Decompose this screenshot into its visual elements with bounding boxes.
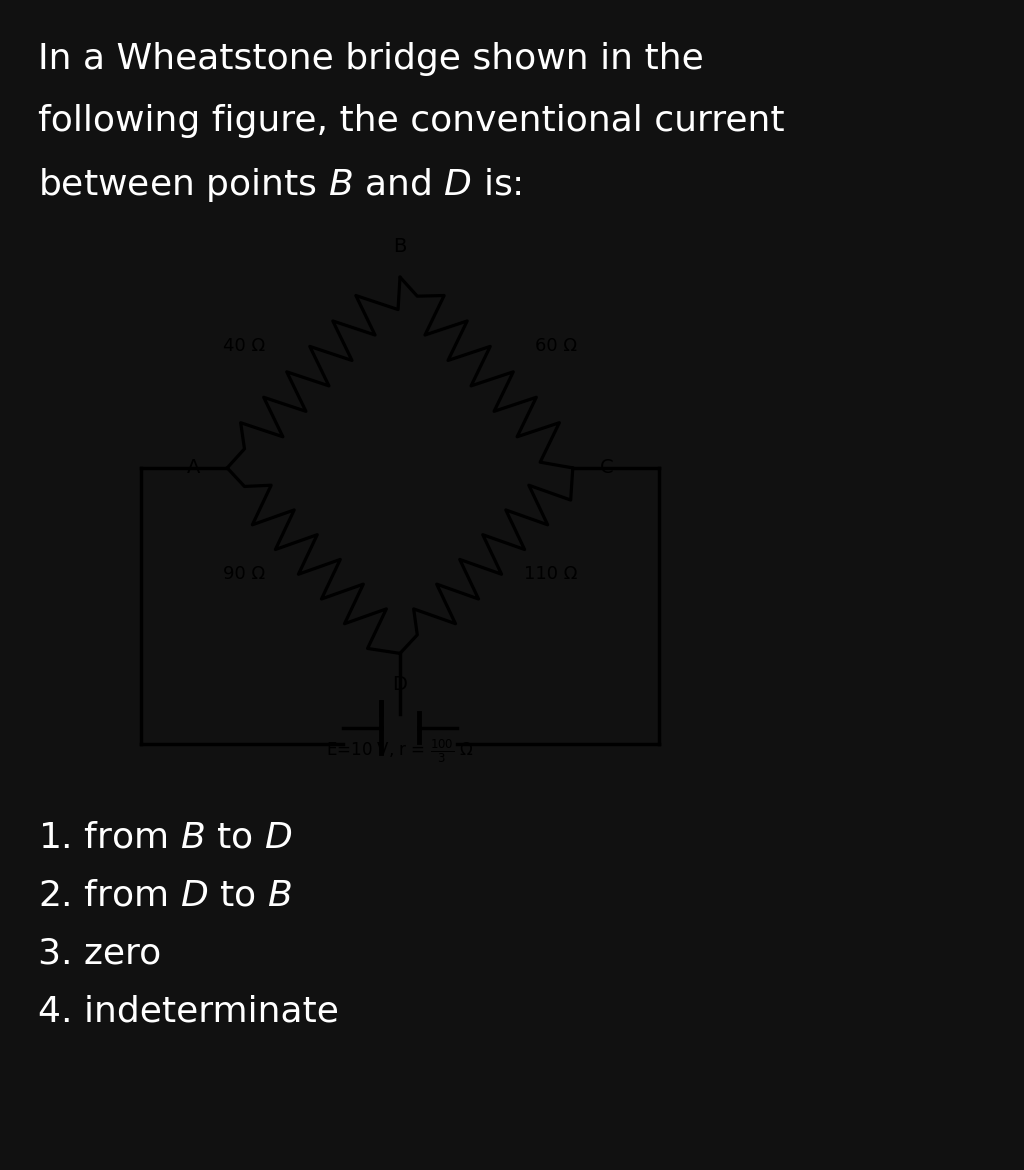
- Text: C: C: [600, 459, 613, 477]
- Text: A: A: [186, 459, 201, 477]
- Text: 90 Ω: 90 Ω: [223, 565, 265, 583]
- Text: 4. indeterminate: 4. indeterminate: [38, 994, 339, 1028]
- Text: between points $B$ and $D$ is:: between points $B$ and $D$ is:: [38, 166, 522, 204]
- Text: 1. from $B$ to $D$: 1. from $B$ to $D$: [38, 820, 293, 854]
- Text: following figure, the conventional current: following figure, the conventional curre…: [38, 104, 784, 138]
- Text: 3. zero: 3. zero: [38, 936, 161, 970]
- Text: D: D: [392, 675, 408, 694]
- Text: 40 Ω: 40 Ω: [223, 337, 265, 355]
- Text: 2. from $D$ to $B$: 2. from $D$ to $B$: [38, 878, 292, 911]
- Text: B: B: [393, 236, 407, 256]
- Text: 60 Ω: 60 Ω: [535, 337, 577, 355]
- Text: E=10 V, r = $\frac{100}{3}$ Ω: E=10 V, r = $\frac{100}{3}$ Ω: [326, 737, 474, 765]
- Text: In a Wheatstone bridge shown in the: In a Wheatstone bridge shown in the: [38, 42, 703, 76]
- Text: 110 Ω: 110 Ω: [524, 565, 578, 583]
